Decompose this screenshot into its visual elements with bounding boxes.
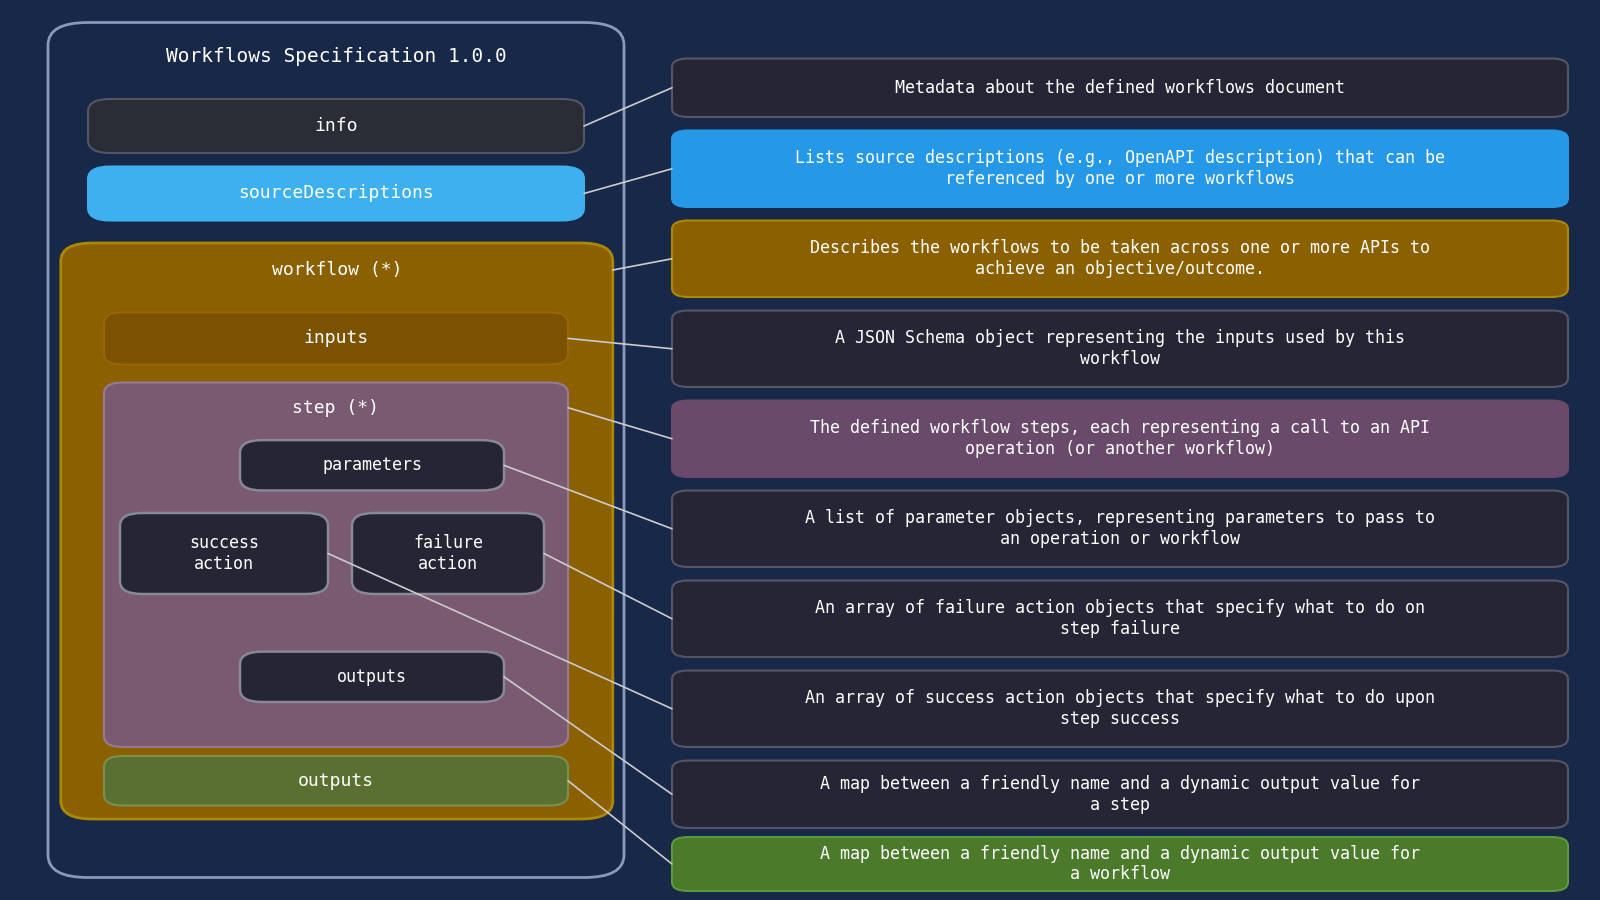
- Text: A map between a friendly name and a dynamic output value for
a workflow: A map between a friendly name and a dyna…: [819, 844, 1421, 884]
- Text: A map between a friendly name and a dynamic output value for
a step: A map between a friendly name and a dyna…: [819, 775, 1421, 814]
- FancyBboxPatch shape: [240, 652, 504, 702]
- Text: Lists source descriptions (e.g., OpenAPI description) that can be
referenced by : Lists source descriptions (e.g., OpenAPI…: [795, 149, 1445, 188]
- Text: A JSON Schema object representing the inputs used by this
workflow: A JSON Schema object representing the in…: [835, 329, 1405, 368]
- Text: inputs: inputs: [304, 329, 368, 347]
- Text: workflow (*): workflow (*): [272, 261, 402, 279]
- Text: failure
action: failure action: [413, 534, 483, 573]
- FancyBboxPatch shape: [672, 130, 1568, 207]
- FancyBboxPatch shape: [88, 99, 584, 153]
- Text: parameters: parameters: [322, 456, 422, 474]
- Text: The defined workflow steps, each representing a call to an API
operation (or ano: The defined workflow steps, each represe…: [810, 419, 1430, 458]
- Text: outputs: outputs: [298, 772, 374, 790]
- Text: A list of parameter objects, representing parameters to pass to
an operation or : A list of parameter objects, representin…: [805, 509, 1435, 548]
- FancyBboxPatch shape: [672, 310, 1568, 387]
- FancyBboxPatch shape: [672, 670, 1568, 747]
- Text: info: info: [314, 117, 358, 135]
- Text: Describes the workflows to be taken across one or more APIs to
achieve an object: Describes the workflows to be taken acro…: [810, 239, 1430, 278]
- FancyBboxPatch shape: [672, 400, 1568, 477]
- FancyBboxPatch shape: [61, 243, 613, 819]
- FancyBboxPatch shape: [104, 312, 568, 364]
- FancyBboxPatch shape: [240, 440, 504, 490]
- FancyBboxPatch shape: [672, 220, 1568, 297]
- FancyBboxPatch shape: [120, 513, 328, 594]
- Text: An array of success action objects that specify what to do upon
step success: An array of success action objects that …: [805, 689, 1435, 728]
- FancyBboxPatch shape: [48, 22, 624, 878]
- FancyBboxPatch shape: [672, 760, 1568, 828]
- FancyBboxPatch shape: [352, 513, 544, 594]
- Text: success
action: success action: [189, 534, 259, 573]
- FancyBboxPatch shape: [88, 166, 584, 220]
- FancyBboxPatch shape: [672, 580, 1568, 657]
- Text: sourceDescriptions: sourceDescriptions: [238, 184, 434, 202]
- FancyBboxPatch shape: [672, 837, 1568, 891]
- FancyBboxPatch shape: [104, 382, 568, 747]
- Text: An array of failure action objects that specify what to do on
step failure: An array of failure action objects that …: [814, 599, 1426, 638]
- FancyBboxPatch shape: [672, 58, 1568, 117]
- Text: step (*): step (*): [293, 399, 379, 417]
- FancyBboxPatch shape: [672, 491, 1568, 567]
- Text: Workflows Specification 1.0.0: Workflows Specification 1.0.0: [166, 47, 506, 67]
- FancyBboxPatch shape: [104, 756, 568, 806]
- Text: outputs: outputs: [338, 668, 406, 686]
- Text: Metadata about the defined workflows document: Metadata about the defined workflows doc…: [894, 79, 1346, 97]
